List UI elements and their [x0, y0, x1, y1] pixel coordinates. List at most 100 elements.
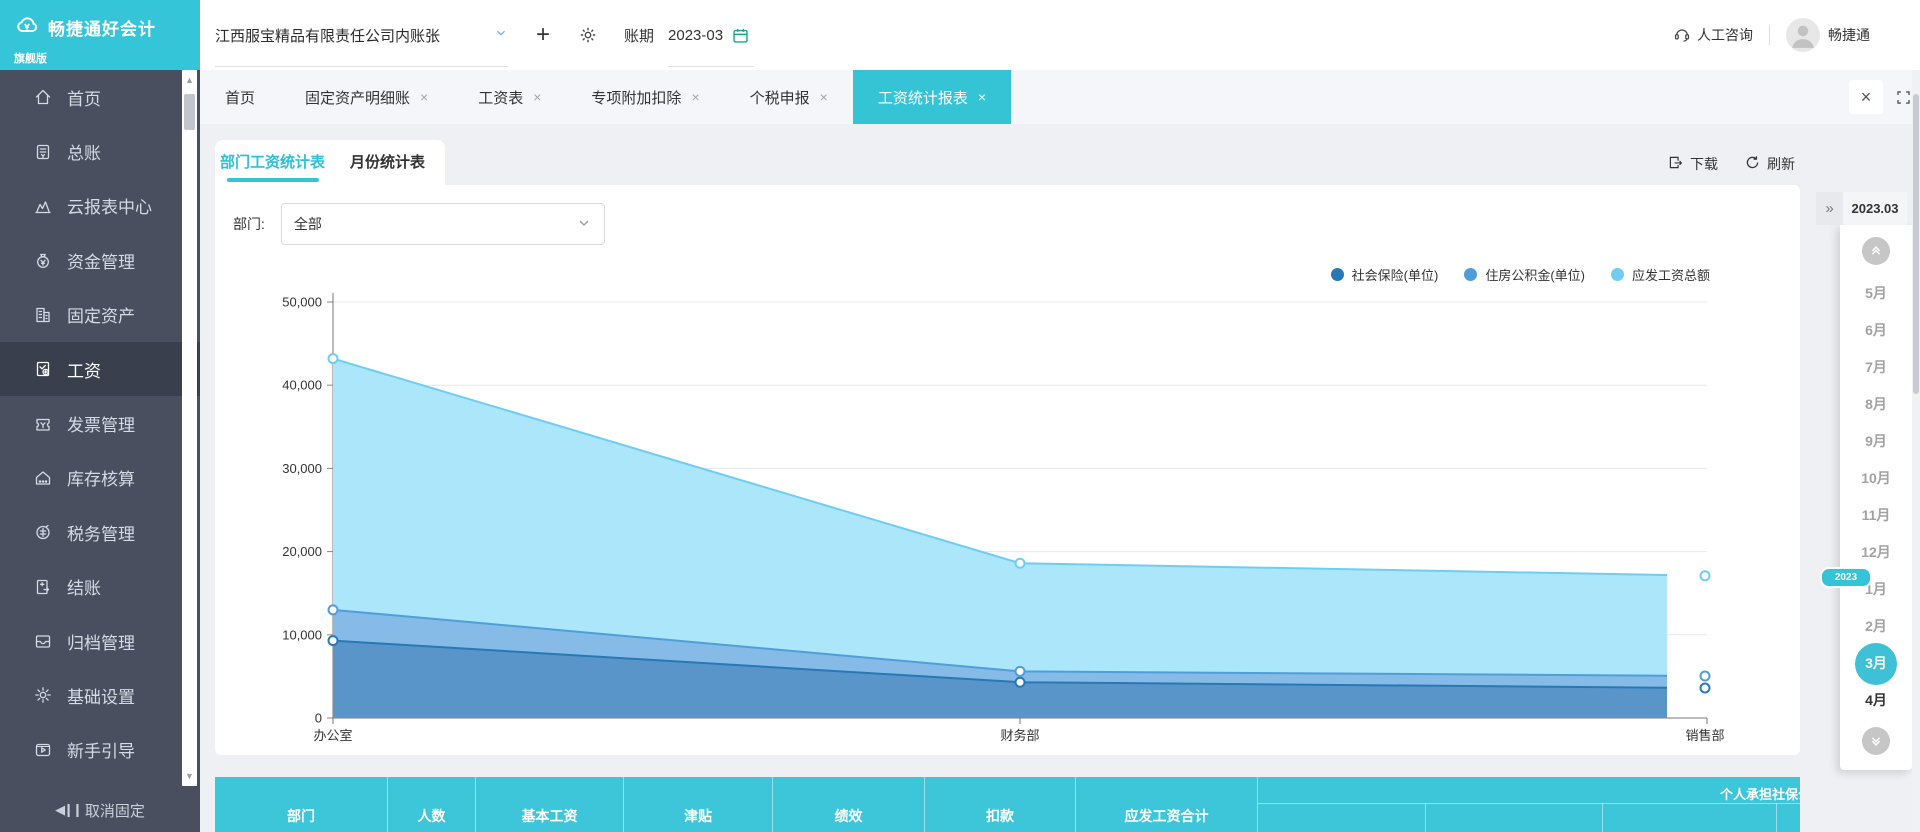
table-column-label: 应发工资合计 — [1124, 808, 1209, 824]
sidebar-item-invoice[interactable]: 发票管理 — [0, 396, 200, 450]
table-column-header[interactable]: 应发工资合计 — [1076, 777, 1258, 832]
month-item[interactable]: 1月 — [1865, 581, 1887, 597]
sidebar-item-fixed-assets[interactable]: 固定资产 — [0, 288, 200, 342]
filter-row: 部门: 全部 — [233, 203, 605, 245]
tab-close-icon[interactable]: × — [420, 89, 429, 105]
month-item[interactable]: 4月 — [1865, 692, 1887, 708]
sidebar-item-ledger[interactable]: 总账 — [0, 124, 200, 178]
period-value[interactable]: 2023-03 — [668, 26, 724, 44]
month-item[interactable]: 6月 — [1865, 322, 1887, 338]
tab-3[interactable]: 工资表 × — [453, 70, 566, 124]
tax-icon — [33, 522, 53, 542]
table-column-header[interactable]: 人数 — [388, 777, 476, 832]
download-icon — [1667, 154, 1684, 174]
legend-item[interactable]: 应发工资总额 — [1610, 265, 1710, 284]
sidebar-item-closing[interactable]: 结账 — [0, 560, 200, 614]
month-item[interactable]: 10月 — [1861, 470, 1891, 486]
report-subtabs: 部门工资统计表 月份统计表 — [215, 140, 445, 185]
month-item[interactable]: 11月 — [1861, 507, 1891, 523]
table-column-header[interactable]: 基本工资 — [476, 777, 624, 832]
tab-close-icon[interactable]: × — [977, 89, 987, 105]
inventory-icon — [33, 468, 53, 488]
user-name[interactable]: 畅捷通 — [1828, 27, 1870, 43]
sidebar-item-settings[interactable]: 基础设置 — [0, 668, 200, 722]
download-button[interactable]: 下载 — [1667, 154, 1718, 174]
sidebar-item-cloud-report[interactable]: 云报表中心 — [0, 179, 200, 233]
sidebar-item-label: 固定资产 — [67, 307, 135, 327]
invoice-icon — [33, 414, 53, 434]
tab-close-icon[interactable]: × — [819, 89, 828, 105]
sidebar-item-payroll[interactable]: 工资 — [0, 341, 200, 397]
avatar[interactable] — [1786, 18, 1820, 52]
month-item[interactable]: 12月 — [1861, 544, 1891, 560]
tab-close-icon[interactable]: × — [691, 89, 700, 105]
table-column-header[interactable]: 部门 — [215, 777, 388, 832]
sidebar-scrollbar[interactable]: ▲ ▼ — [182, 70, 197, 786]
subtab-1[interactable]: 部门工资统计表 — [215, 140, 330, 185]
refresh-button[interactable]: 刷新 — [1744, 154, 1795, 174]
svg-text:财务部: 财务部 — [1000, 728, 1039, 743]
month-item[interactable]: 2月 — [1865, 618, 1887, 634]
sidebar-item-guide[interactable]: 新手引导 — [0, 723, 200, 777]
svg-text:40,000: 40,000 — [282, 378, 322, 393]
tab-label: 工资统计报表 — [877, 89, 968, 107]
summary-table-header: 部门 人数 基本工资 津贴 绩效 扣款 应发工资合计 个人承担社保公积金 — [215, 777, 1800, 832]
table-column-header[interactable]: 津贴 — [624, 777, 773, 832]
divider — [1425, 803, 1426, 832]
tab-5[interactable]: 个税申报 × — [725, 70, 853, 124]
scroll-down-arrow-icon[interactable]: ▼ — [185, 771, 194, 781]
add-account-button[interactable]: + — [536, 21, 551, 48]
sidebar-item-inventory[interactable]: 库存核算 — [0, 451, 200, 505]
support-button[interactable]: 人工咨询 — [1673, 25, 1753, 46]
fullscreen-icon[interactable] — [1895, 89, 1912, 106]
unpin-sidebar-button[interactable]: ◀❙❙ 取消固定 — [0, 788, 200, 832]
archive-icon — [33, 631, 53, 651]
tab-6[interactable]: 工资统计报表 × — [852, 70, 1012, 124]
sidebar-item-label: 工资 — [67, 361, 101, 381]
page-scrollbar[interactable] — [1912, 70, 1920, 832]
sidebar-item-archive[interactable]: 归档管理 — [0, 614, 200, 668]
table-column-label: 人数 — [417, 808, 446, 824]
sidebar-item-home[interactable]: 首页 — [0, 70, 200, 124]
tab-label: 首页 — [225, 89, 256, 107]
scroll-up-arrow-icon[interactable]: ▲ — [185, 75, 194, 85]
subtab-2[interactable]: 月份统计表 — [349, 154, 425, 171]
company-selector[interactable]: 江西服宝精品有限责任公司内账张 — [215, 25, 508, 46]
legend-item[interactable]: 社会保险(单位) — [1330, 265, 1439, 284]
fixed-assets-icon — [33, 305, 53, 325]
sidebar-item-tax[interactable]: 税务管理 — [0, 505, 200, 559]
month-panel: 5月 6月 7月 8月 9月 10月 11月 12月 1月 2月 3月 4月 2023 — [1820, 225, 1912, 770]
table-column-header[interactable]: 绩效 — [773, 777, 925, 832]
department-select-value: 全部 — [293, 216, 322, 232]
chevron-double-up-icon[interactable] — [1862, 237, 1890, 265]
svg-text:10,000: 10,000 — [282, 627, 322, 642]
table-group-header[interactable]: 个人承担社保公积金 — [1258, 777, 1800, 832]
legend-item[interactable]: 住房公积金(单位) — [1464, 265, 1585, 284]
month-item-active[interactable]: 3月 — [1840, 645, 1912, 682]
month-item[interactable]: 8月 — [1865, 396, 1887, 412]
tab-4[interactable]: 专项附加扣除 × — [566, 70, 724, 124]
calendar-icon[interactable] — [731, 26, 750, 45]
page-scrollbar-thumb[interactable] — [1913, 94, 1919, 394]
chevron-double-down-icon[interactable] — [1862, 727, 1890, 755]
month-item[interactable]: 7月 — [1865, 359, 1887, 375]
month-item[interactable]: 5月 — [1865, 285, 1887, 301]
department-select[interactable]: 全部 — [280, 203, 605, 245]
tab-label: 个税申报 — [749, 89, 810, 107]
report-content: 部门工资统计表 月份统计表 下载 刷新 — [200, 124, 1920, 832]
divider — [1769, 25, 1770, 45]
legend-label: 社会保险(单位) — [1351, 268, 1439, 283]
collapse-panel-button[interactable]: » — [1816, 192, 1843, 225]
account-settings-gear-icon[interactable] — [578, 25, 598, 45]
month-item[interactable]: 9月 — [1865, 433, 1887, 449]
chevron-down-icon — [494, 26, 508, 45]
tab-2[interactable]: 固定资产明细账 × — [280, 70, 453, 124]
tab-1[interactable]: 首页 — [200, 70, 280, 124]
sidebar-scrollbar-thumb[interactable] — [184, 94, 195, 130]
close-all-tabs-button[interactable]: × — [1849, 80, 1883, 114]
table-column-header[interactable]: 扣款 — [925, 777, 1076, 832]
sidebar-item-funds[interactable]: 资金管理 — [0, 233, 200, 287]
brand-logo[interactable]: 畅捷通好会计 旗舰版 — [0, 0, 200, 70]
sidebar-item-label: 库存核算 — [67, 470, 135, 490]
tab-close-icon[interactable]: × — [533, 89, 542, 105]
